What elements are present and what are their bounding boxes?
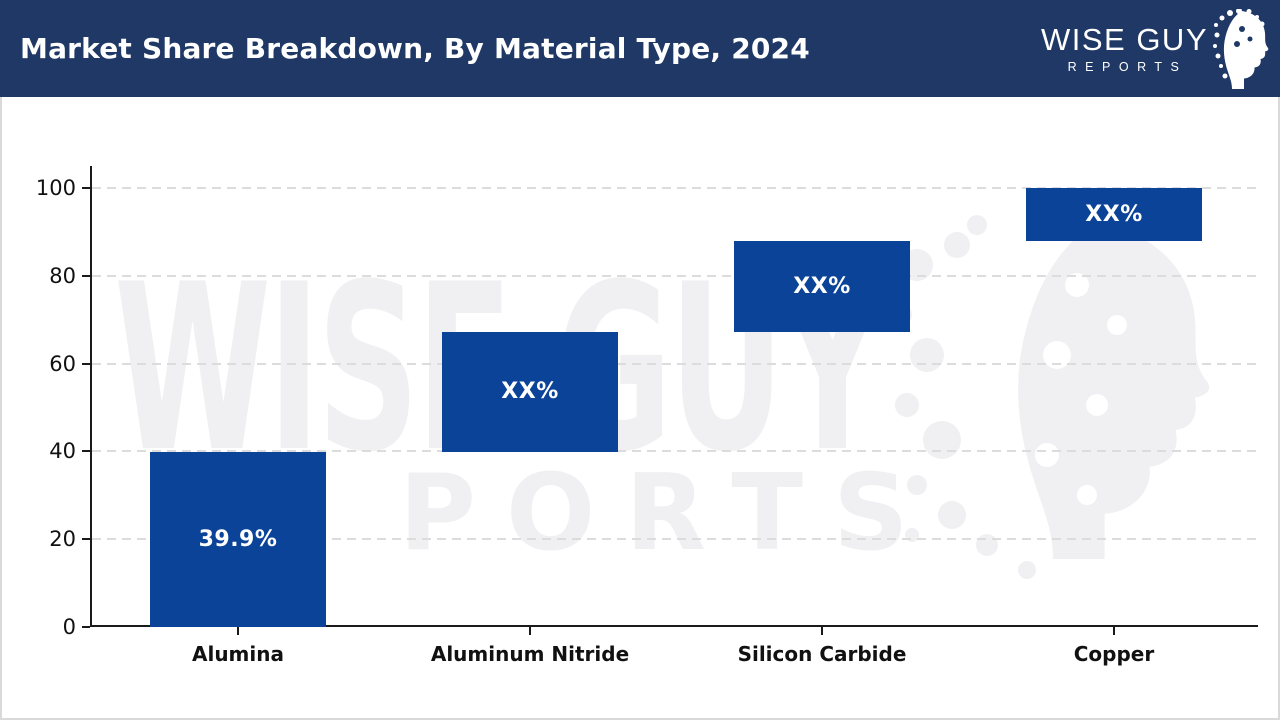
- y-tick-label: 0: [62, 615, 76, 639]
- x-tick-label: Alumina: [191, 642, 284, 666]
- x-axis-tick: [1113, 627, 1115, 635]
- y-axis-tick: [82, 274, 90, 277]
- bar-aluminum-nitride: XX%: [442, 331, 618, 452]
- x-tick-label: Silicon Carbide: [737, 642, 907, 666]
- header-bar: Market Share Breakdown, By Material Type…: [0, 0, 1280, 97]
- wiseguy-logo: WISE GUY REPORTS: [1041, 6, 1270, 92]
- gridline: [92, 186, 1260, 189]
- gridline: [92, 450, 1260, 453]
- y-tick-label: 60: [49, 351, 76, 376]
- gridline: [92, 538, 1260, 541]
- watermark-subtext: PORTS: [399, 452, 939, 574]
- bar-value-label: 39.9%: [198, 526, 278, 552]
- y-tick-label: 100: [35, 175, 76, 200]
- x-axis-tick: [237, 627, 239, 635]
- logo-wordmark-bottom: REPORTS: [1067, 59, 1188, 74]
- chart-canvas: WISE GUY PORTS 0 20 40 60 80 100 39.9% Alumina X…: [0, 97, 1280, 720]
- y-axis-tick: [82, 186, 90, 189]
- y-axis-tick: [82, 538, 90, 541]
- logo-wordmark-top: WISE GUY: [1040, 22, 1208, 58]
- x-axis-tick: [529, 627, 531, 635]
- plot-area: 0 20 40 60 80 100 39.9% Alumina XX% Aluminum Nitr…: [36, 166, 1260, 666]
- gridline: [92, 274, 1260, 277]
- bar-value-label: XX%: [501, 379, 559, 405]
- bar-silicon-carbide: XX%: [734, 240, 910, 332]
- x-axis-tick: [821, 627, 823, 635]
- y-tick-label: 20: [49, 527, 76, 552]
- y-axis-tick: [82, 450, 90, 453]
- bar-copper: XX%: [1026, 187, 1202, 241]
- gridline: [92, 362, 1260, 365]
- y-axis-tick: [82, 362, 90, 365]
- bar-alumina: 39.9%: [150, 451, 326, 627]
- logo-face-icon: [1213, 9, 1269, 89]
- bar-value-label: XX%: [1085, 201, 1143, 227]
- y-axis-tick: [82, 626, 90, 628]
- x-tick-label: Aluminum Nitride: [430, 642, 630, 666]
- bar-value-label: XX%: [793, 273, 851, 299]
- y-tick-label: 40: [49, 439, 76, 464]
- x-tick-label: Copper: [1073, 642, 1155, 666]
- y-tick-label: 80: [49, 263, 76, 288]
- logo-wordmark: WISE GUY REPORTS: [1041, 24, 1208, 74]
- page-title: Market Share Breakdown, By Material Type…: [20, 32, 810, 65]
